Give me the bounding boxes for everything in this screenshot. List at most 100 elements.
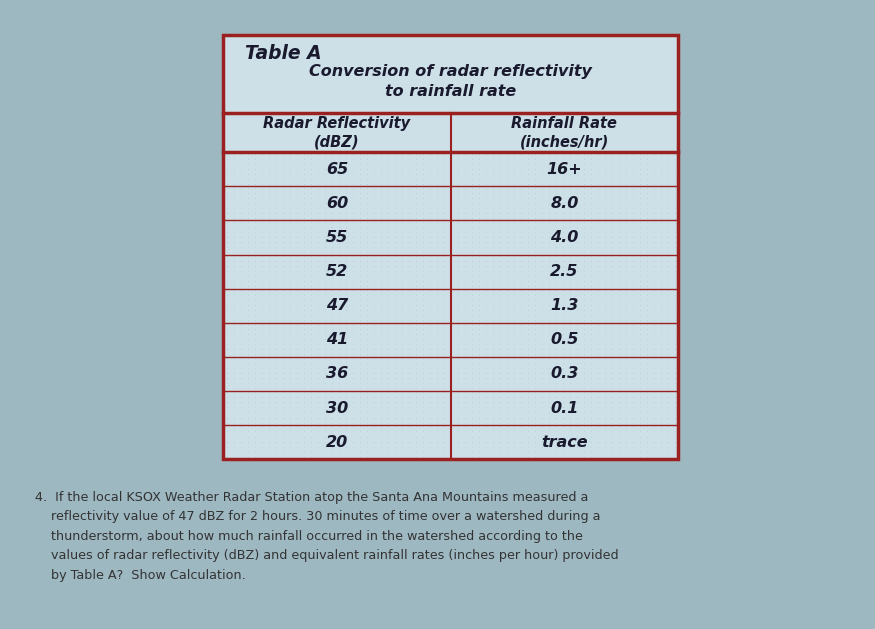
Point	[276, 290, 290, 300]
Point	[626, 339, 640, 349]
Point	[528, 285, 542, 295]
Point	[437, 310, 451, 320]
Point	[500, 418, 514, 428]
Point	[542, 148, 556, 159]
Point	[535, 349, 549, 359]
Point	[262, 174, 276, 184]
Point	[304, 431, 318, 442]
Point	[563, 247, 577, 257]
Point	[654, 408, 668, 418]
Point	[528, 426, 542, 437]
Point	[318, 359, 332, 369]
Point	[640, 353, 654, 364]
Point	[262, 227, 276, 237]
Point	[423, 242, 437, 252]
Point	[311, 266, 325, 276]
Point	[472, 247, 486, 257]
Point	[255, 256, 269, 266]
Point	[241, 310, 255, 320]
Point	[276, 174, 290, 184]
Point	[598, 437, 612, 447]
Point	[388, 418, 402, 428]
Point	[269, 159, 283, 169]
Point	[612, 148, 626, 159]
Point	[479, 227, 493, 237]
Point	[374, 334, 388, 344]
Point	[430, 217, 444, 227]
Point	[647, 353, 661, 364]
Point	[661, 374, 675, 384]
Point	[633, 442, 647, 452]
Point	[416, 208, 430, 218]
Point	[402, 413, 416, 423]
Point	[269, 421, 283, 431]
Point	[325, 148, 339, 159]
Point	[381, 344, 395, 354]
Point	[339, 222, 353, 232]
Point	[619, 334, 633, 344]
Point	[535, 315, 549, 325]
Point	[346, 324, 360, 334]
Point	[409, 187, 423, 198]
Point	[661, 418, 675, 428]
Point	[654, 295, 668, 305]
Point	[570, 174, 584, 184]
Point	[297, 222, 311, 232]
Point	[318, 398, 332, 408]
Point	[486, 442, 500, 452]
Point	[647, 421, 661, 431]
Point	[353, 364, 367, 374]
Point	[402, 431, 416, 442]
Point	[269, 452, 283, 462]
Point	[346, 452, 360, 462]
Point	[577, 387, 591, 398]
Point	[416, 349, 430, 359]
Point	[528, 182, 542, 192]
Point	[577, 261, 591, 271]
Point	[507, 426, 521, 437]
Point	[360, 310, 374, 320]
Point	[248, 447, 262, 457]
Point	[598, 324, 612, 334]
Point	[346, 344, 360, 354]
Point	[227, 148, 241, 159]
Point	[584, 369, 598, 379]
Point	[234, 290, 248, 300]
Point	[451, 290, 465, 300]
Point	[542, 159, 556, 169]
Point	[283, 447, 297, 457]
Point	[388, 305, 402, 315]
Point	[549, 213, 563, 223]
Point	[465, 242, 479, 252]
Point	[507, 198, 521, 208]
Point	[493, 437, 507, 447]
Point	[290, 203, 304, 213]
Point	[451, 153, 465, 164]
Point	[339, 247, 353, 257]
Point	[290, 153, 304, 164]
Point	[353, 442, 367, 452]
Point	[633, 232, 647, 242]
Point	[486, 217, 500, 227]
Point	[612, 222, 626, 232]
Point	[640, 290, 654, 300]
Point	[556, 295, 570, 305]
Point	[535, 192, 549, 203]
Point	[318, 174, 332, 184]
Point	[395, 431, 409, 442]
Point	[584, 421, 598, 431]
Point	[619, 198, 633, 208]
Point	[409, 379, 423, 389]
Point	[479, 319, 493, 329]
Point	[423, 198, 437, 208]
Point	[339, 379, 353, 389]
Point	[465, 452, 479, 462]
Point	[430, 232, 444, 242]
Point	[339, 403, 353, 413]
Point	[598, 285, 612, 295]
Point	[241, 266, 255, 276]
Point	[423, 261, 437, 271]
Point	[220, 324, 234, 334]
Point	[283, 408, 297, 418]
Point	[381, 442, 395, 452]
